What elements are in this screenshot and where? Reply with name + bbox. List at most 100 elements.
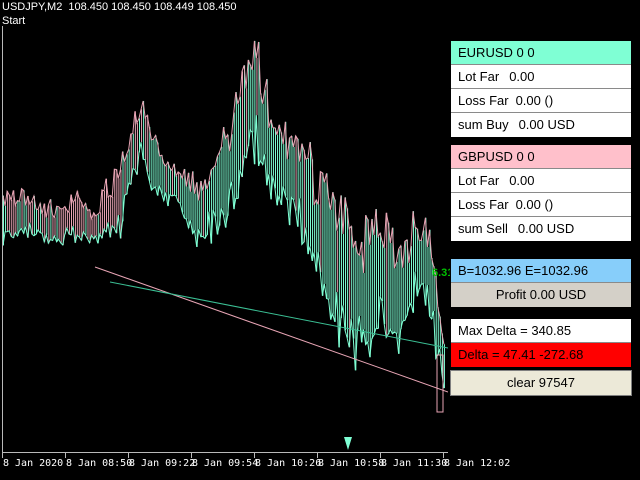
max-delta-row: Max Delta = 340.85 xyxy=(451,319,631,343)
panel-balance-equity: B=1032.96 E=1032.96 Profit 0.00 USD xyxy=(450,258,632,308)
price-bar xyxy=(44,203,46,242)
chart-plot-area[interactable] xyxy=(0,0,448,455)
price-bar xyxy=(188,172,190,228)
ohlc-values: 108.450 108.450 108.449 108.450 xyxy=(68,1,237,13)
price-bar xyxy=(33,195,35,236)
price-bar xyxy=(29,204,31,223)
gbpusd-lot-far-row: Lot Far 0.00 xyxy=(451,169,631,193)
price-bar xyxy=(357,253,359,331)
price-bar xyxy=(353,247,355,339)
price-bar xyxy=(268,127,270,175)
price-bar xyxy=(211,170,213,244)
x-axis-tick-label: 8 Jan 11:30 xyxy=(381,458,448,469)
chart-header: USDJPY,M2 108.450 108.450 108.449 108.450 xyxy=(2,1,237,13)
price-bar xyxy=(54,217,56,236)
price-bar xyxy=(21,188,23,229)
price-bar xyxy=(388,222,390,335)
price-bar xyxy=(297,138,299,227)
price-bar xyxy=(254,40,256,165)
x-axis-tick xyxy=(65,453,66,458)
price-bar xyxy=(345,197,347,331)
price-bar xyxy=(415,227,417,272)
price-bar xyxy=(126,154,128,195)
price-bar xyxy=(97,214,99,244)
price-bar xyxy=(244,65,246,156)
price-bar xyxy=(400,245,402,330)
price-bar xyxy=(106,178,108,232)
price-bar xyxy=(52,214,54,241)
price-bar xyxy=(95,215,97,237)
trend-line[interactable] xyxy=(109,281,448,349)
price-bar xyxy=(235,92,237,199)
price-bar xyxy=(213,167,215,210)
price-bar xyxy=(124,161,126,196)
x-axis-tick xyxy=(443,453,444,458)
x-axis-tick xyxy=(254,453,255,458)
price-bar xyxy=(190,191,192,221)
price-bar xyxy=(256,57,258,116)
price-bar xyxy=(246,88,248,158)
price-bar xyxy=(349,228,351,348)
price-bar xyxy=(159,155,161,186)
price-bar xyxy=(114,169,116,229)
current-price-tag: 6.31 xyxy=(432,267,454,279)
price-bar xyxy=(209,180,211,212)
clear-button[interactable]: clear 97547 xyxy=(450,370,632,396)
x-axis-line xyxy=(2,452,448,453)
price-bar xyxy=(299,161,301,199)
price-bar xyxy=(48,205,50,244)
price-bar xyxy=(312,159,314,261)
price-bar xyxy=(417,228,419,297)
price-bar xyxy=(427,246,429,286)
price-bar xyxy=(303,149,305,243)
price-bar xyxy=(186,186,188,220)
price-bar xyxy=(371,219,373,339)
price-bar xyxy=(66,210,68,229)
price-bar xyxy=(60,208,62,243)
price-bar xyxy=(314,205,316,253)
price-bar xyxy=(316,199,318,272)
price-bar xyxy=(215,165,217,217)
x-axis-tick xyxy=(380,453,381,458)
price-bar xyxy=(223,127,225,216)
price-bar xyxy=(262,103,264,165)
price-bar xyxy=(390,243,392,330)
gbpusd-loss-far-value: 0.00 () xyxy=(515,197,554,212)
price-bar xyxy=(145,117,147,160)
price-bar xyxy=(31,201,33,234)
price-bar xyxy=(423,230,425,284)
trend-line[interactable] xyxy=(94,266,448,393)
last-bar-outline xyxy=(436,354,444,413)
price-bar xyxy=(266,79,268,186)
price-bar xyxy=(289,138,291,226)
price-bar xyxy=(153,139,155,189)
price-bar xyxy=(320,171,322,273)
price-bar xyxy=(431,258,433,319)
price-bar xyxy=(279,124,281,196)
price-bar xyxy=(99,212,101,234)
price-bar xyxy=(23,190,25,234)
price-bar xyxy=(260,93,262,161)
price-bar xyxy=(178,171,180,202)
price-bar xyxy=(38,209,40,230)
price-bar xyxy=(250,64,252,130)
price-bar xyxy=(79,198,81,238)
gbpusd-loss-far-row: Loss Far 0.00 () xyxy=(451,193,631,217)
price-bar xyxy=(93,212,95,239)
price-bar xyxy=(35,208,37,235)
price-bar xyxy=(233,112,235,210)
price-bar xyxy=(326,173,328,299)
gbpusd-loss-far-label: Loss Far xyxy=(458,197,509,212)
eurusd-loss-far-value: 0.00 () xyxy=(515,93,554,108)
price-bar xyxy=(141,109,143,143)
price-bar xyxy=(122,151,124,222)
price-bar xyxy=(112,197,114,226)
price-bar xyxy=(334,199,336,322)
price-bar xyxy=(58,206,60,240)
price-bar xyxy=(324,182,326,284)
x-axis-tick xyxy=(191,453,192,458)
price-bar xyxy=(202,190,204,237)
price-bar xyxy=(380,233,382,297)
price-bar xyxy=(15,205,17,233)
price-bar xyxy=(384,248,386,325)
